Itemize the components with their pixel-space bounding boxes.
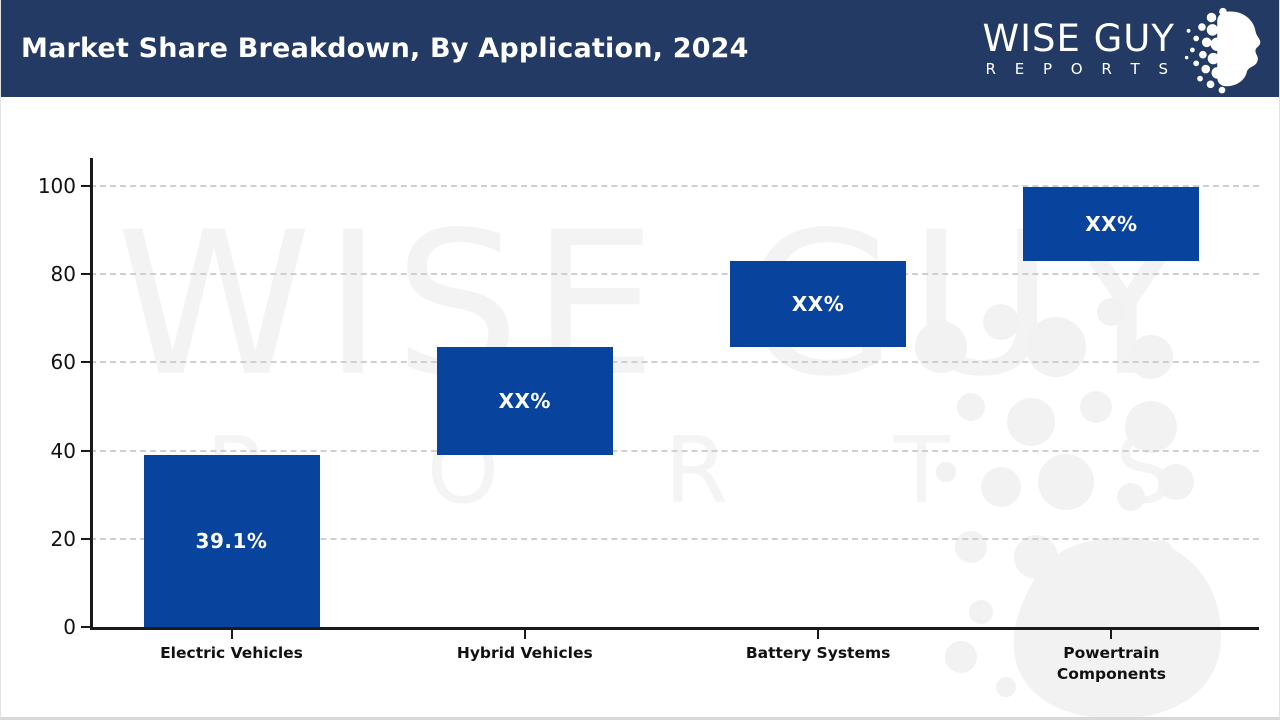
page-title: Market Share Breakdown, By Application, … bbox=[21, 33, 749, 64]
y-axis-label: 40 bbox=[50, 438, 76, 463]
x-axis-tick bbox=[1110, 630, 1113, 639]
bar-value-label: 39.1% bbox=[195, 528, 268, 553]
bar-value-label: XX% bbox=[498, 388, 551, 413]
bar-powertrain-components: XX% bbox=[1023, 186, 1200, 261]
header-bar: Market Share Breakdown, By Application, … bbox=[1, 0, 1279, 97]
y-axis-tick bbox=[81, 537, 90, 540]
x-axis-tick bbox=[523, 630, 526, 639]
bar-battery-systems: XX% bbox=[730, 260, 907, 347]
y-axis-tick bbox=[81, 449, 90, 452]
chart-area: WISE GUY P O R T S 0 20 40 60 80 100 39.1% XX% X… bbox=[1, 97, 1279, 717]
gridline bbox=[90, 537, 1259, 540]
x-axis-label: Powertrain Components bbox=[1056, 644, 1166, 683]
y-axis-label: 100 bbox=[37, 174, 76, 198]
x-axis-tick bbox=[230, 630, 233, 639]
x-axis-line bbox=[90, 627, 1259, 630]
logo-head-icon bbox=[1184, 7, 1261, 93]
y-axis-label: 60 bbox=[50, 350, 76, 375]
x-axis-tick bbox=[817, 630, 820, 639]
y-axis-label: 20 bbox=[50, 526, 76, 551]
watermark-head-dots bbox=[915, 298, 1221, 717]
gridline bbox=[90, 273, 1259, 276]
y-axis-label: 0 bbox=[63, 615, 76, 639]
wiseguy-logo: WISE GUY R E P O R T S bbox=[983, 0, 1265, 97]
logo-wordmark: WISE GUY R E P O R T S bbox=[983, 20, 1175, 78]
y-axis-tick bbox=[81, 361, 90, 364]
x-axis-label: Battery Systems bbox=[745, 644, 891, 662]
bar-electric-vehicles: 39.1% bbox=[143, 454, 320, 627]
y-axis-tick bbox=[81, 626, 90, 628]
bar-value-label: XX% bbox=[791, 291, 845, 316]
y-axis-line bbox=[90, 158, 93, 630]
logo-word: WISE GUY bbox=[982, 16, 1175, 60]
bar-value-label: XX% bbox=[1085, 211, 1138, 236]
logo-subtext: R E P O R T S bbox=[985, 59, 1175, 78]
watermark-text: WISE GUY bbox=[116, 189, 1200, 420]
y-axis-label: 80 bbox=[50, 262, 76, 287]
y-axis-tick bbox=[81, 185, 90, 187]
x-axis-label: Electric Vehicles bbox=[160, 644, 303, 662]
gridline bbox=[90, 449, 1259, 452]
gridline bbox=[90, 361, 1259, 364]
x-axis-label: Hybrid Vehicles bbox=[456, 644, 593, 662]
gridline bbox=[90, 185, 1259, 187]
y-axis-tick bbox=[81, 273, 90, 276]
bar-hybrid-vehicles: XX% bbox=[436, 346, 613, 455]
